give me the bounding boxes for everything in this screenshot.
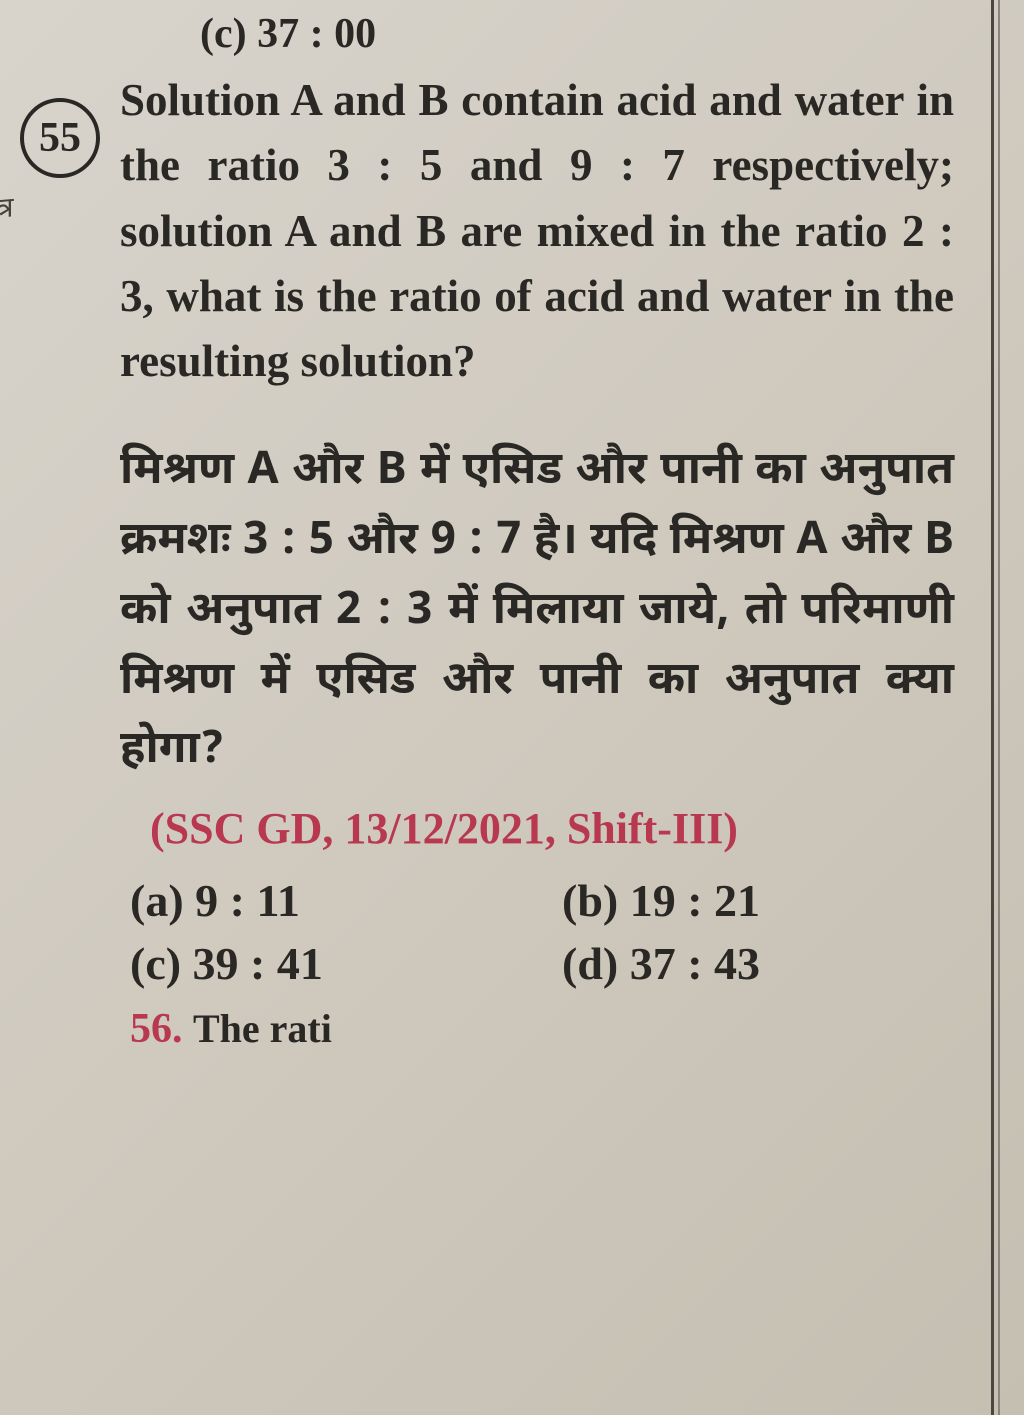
- options-grid: (a) 9 : 11 (b) 19 : 21 (c) 39 : 41 (d) 3…: [130, 874, 954, 990]
- page-edge-shadow-light: [998, 0, 1000, 1415]
- question-hindi: मिश्रण A और B में एसिड और पानी का अनुपात…: [120, 439, 954, 788]
- next-question-partial: 56. The rati: [130, 1005, 954, 1053]
- previous-option-partial: (c) 37 : 00: [200, 10, 984, 58]
- next-question-text: The rati: [193, 1006, 332, 1051]
- question-number-container: 55 त्र: [20, 98, 100, 178]
- question-number-circle: 55: [20, 98, 100, 178]
- option-c: (c) 39 : 41: [130, 937, 522, 990]
- question-55: 55 त्र Solution A and B contain acid and…: [20, 68, 984, 419]
- next-question-number: 56.: [130, 1006, 183, 1052]
- option-a: (a) 9 : 11: [130, 874, 522, 927]
- question-source: (SSC GD, 13/12/2021, Shift-III): [150, 803, 954, 854]
- question-body-continued: मिश्रण A और B में एसिड और पानी का अनुपात…: [120, 439, 984, 1053]
- question-english: Solution A and B contain acid and water …: [120, 68, 954, 394]
- question-text-container: Solution A and B contain acid and water …: [120, 68, 984, 419]
- left-page-edge-text: त्र: [0, 187, 13, 226]
- page-edge-shadow: [991, 0, 994, 1415]
- option-b: (b) 19 : 21: [562, 874, 954, 927]
- option-d: (d) 37 : 43: [562, 937, 954, 990]
